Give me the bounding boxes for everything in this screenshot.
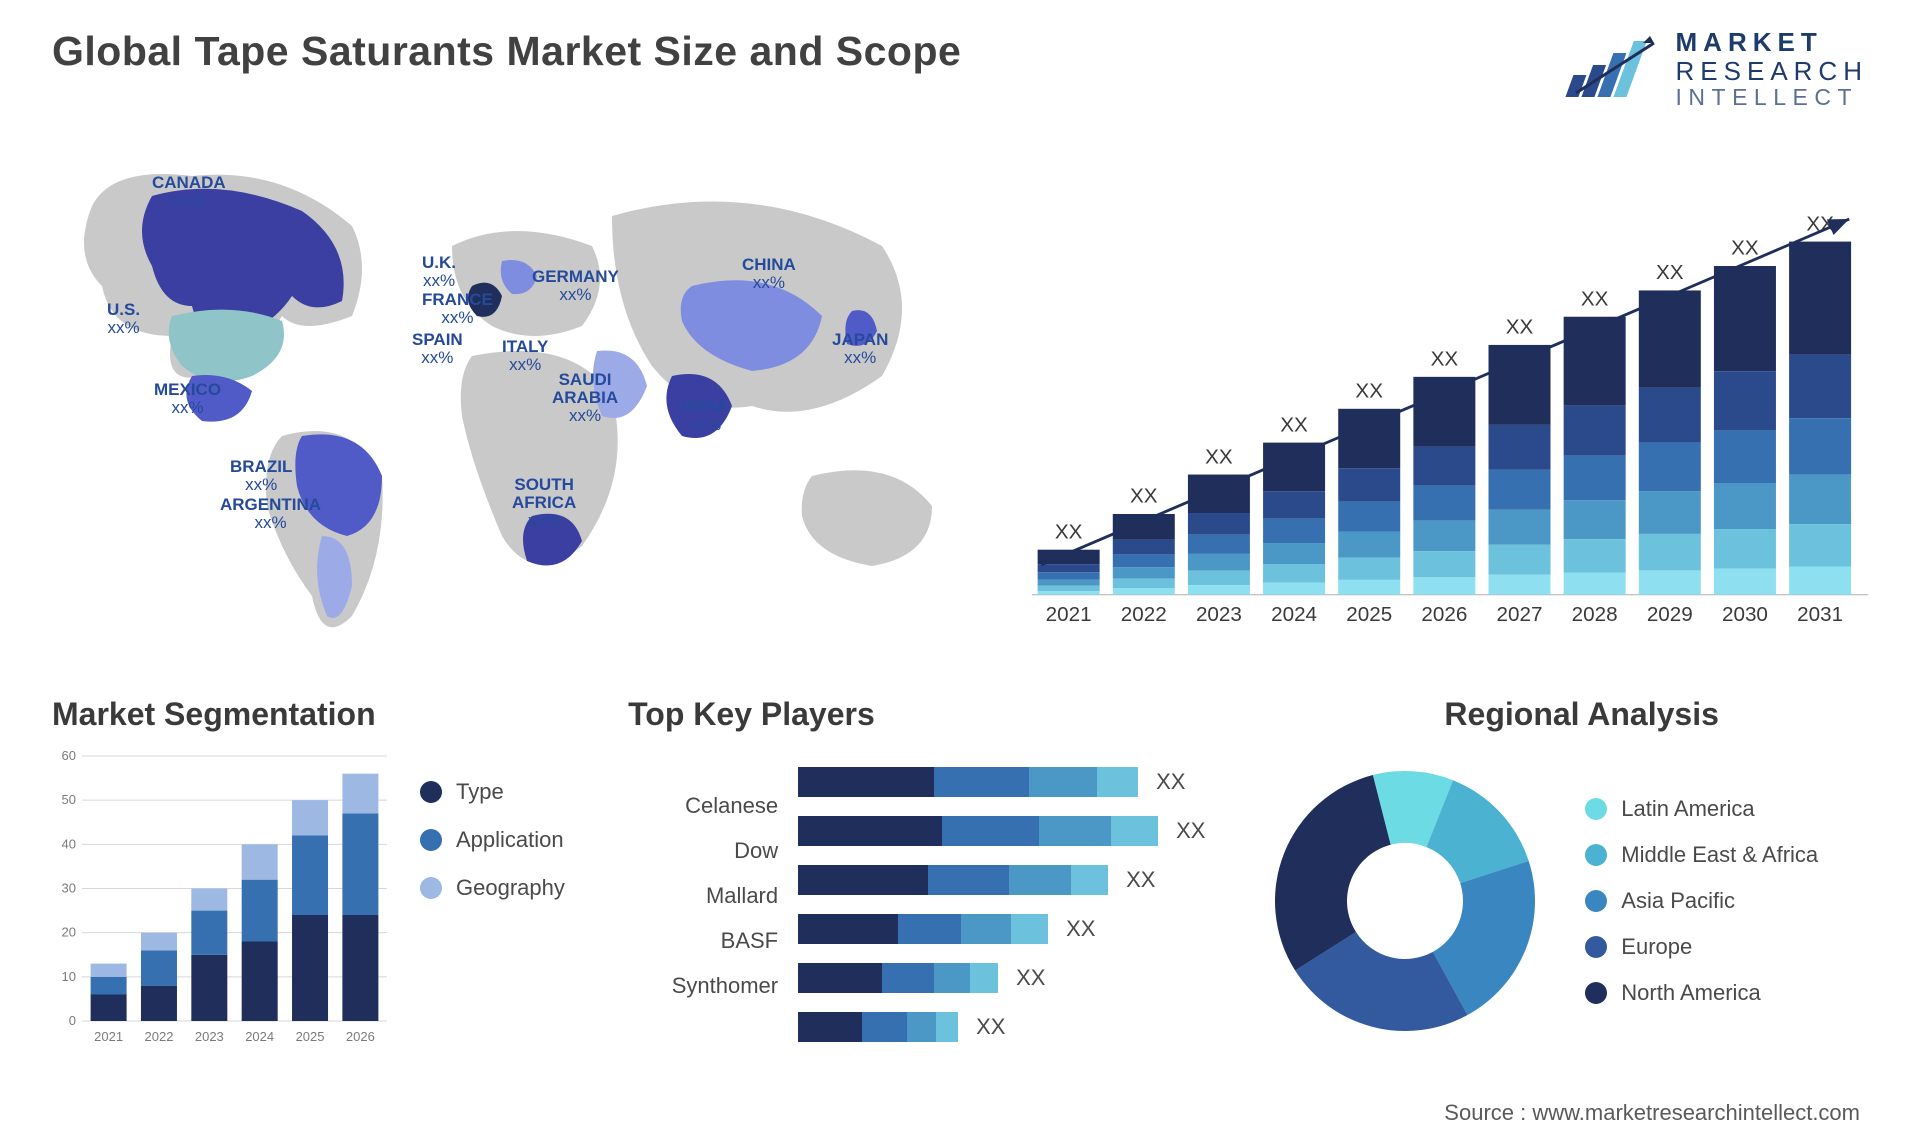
key-players-title: Top Key Players (628, 696, 1215, 733)
svg-text:2026: 2026 (346, 1029, 375, 1044)
map-label: SAUDIARABIAxx% (552, 371, 618, 425)
map-label: U.K.xx% (422, 254, 456, 290)
svg-text:2022: 2022 (1121, 603, 1167, 626)
player-label: BASF (628, 928, 778, 954)
svg-text:60: 60 (62, 751, 76, 763)
world-map: CANADAxx% U.S.xx% MEXICOxx% BRAZILxx%ARGENT… (52, 136, 982, 666)
map-label: ARGENTINAxx% (220, 496, 321, 532)
segmentation-chart: 0 10 20 30 40 50 60 2021 2022 2023 2024 2025 2026 (52, 751, 392, 1051)
legend-item: Latin America (1585, 796, 1818, 822)
map-label: GERMANYxx% (532, 268, 619, 304)
svg-text:XX: XX (1205, 445, 1233, 468)
svg-text:XX: XX (1355, 380, 1383, 403)
map-label: U.S.xx% (107, 301, 140, 337)
player-bar-row: XX (798, 1012, 1215, 1042)
player-bar-row: XX (798, 816, 1215, 846)
regional-title: Regional Analysis (1295, 696, 1868, 733)
svg-text:XX: XX (1581, 287, 1609, 310)
svg-text:10: 10 (62, 969, 76, 984)
map-label: CHINAxx% (742, 256, 796, 292)
legend-item: North America (1585, 980, 1818, 1006)
svg-text:40: 40 (62, 836, 76, 851)
map-label: FRANCExx% (422, 291, 493, 327)
svg-text:30: 30 (62, 881, 76, 896)
map-label: SOUTHAFRICAxx% (512, 476, 576, 530)
map-label: MEXICOxx% (154, 381, 221, 417)
map-label: CANADAxx% (152, 174, 226, 210)
segmentation-title: Market Segmentation (52, 696, 588, 733)
svg-text:XX: XX (1656, 261, 1684, 284)
legend-item: Geography (420, 875, 565, 901)
logo-line3: INTELLECT (1676, 85, 1868, 110)
regional-section: Regional Analysis Latin America Middle Ea… (1255, 696, 1868, 1076)
svg-text:2024: 2024 (1271, 603, 1317, 626)
svg-text:2021: 2021 (94, 1029, 123, 1044)
map-label: INDIAxx% (682, 398, 728, 434)
segmentation-legend: Type Application Geography (420, 751, 565, 1051)
svg-text:2022: 2022 (145, 1029, 174, 1044)
player-label: Celanese (628, 793, 778, 819)
svg-text:2027: 2027 (1497, 603, 1543, 626)
svg-text:2024: 2024 (245, 1029, 274, 1044)
map-label: SPAINxx% (412, 331, 463, 367)
svg-text:50: 50 (62, 792, 76, 807)
player-label: Synthomer (628, 973, 778, 999)
map-label: JAPANxx% (832, 331, 888, 367)
map-label: BRAZILxx% (230, 458, 292, 494)
source-attribution: Source : www.marketresearchintellect.com (1444, 1100, 1860, 1126)
svg-text:2025: 2025 (1346, 603, 1392, 626)
player-bar-row: XX (798, 914, 1215, 944)
svg-text:2026: 2026 (1421, 603, 1467, 626)
regional-legend: Latin America Middle East & Africa Asia Pa… (1585, 796, 1818, 1006)
svg-text:XX: XX (1055, 520, 1083, 543)
key-players-bars: XX XX XX XX XX XX (798, 751, 1215, 1042)
key-players-labels: Celanese Dow Mallard BASF Synthomer (628, 751, 778, 1042)
brand-logo: MARKET RESEARCH INTELLECT (1562, 28, 1868, 110)
svg-text:2028: 2028 (1572, 603, 1618, 626)
key-players-section: Top Key Players Celanese Dow Mallard BASF Sy… (628, 696, 1215, 1076)
svg-text:0: 0 (69, 1013, 76, 1028)
svg-text:2030: 2030 (1722, 603, 1768, 626)
logo-line1: MARKET (1676, 28, 1868, 57)
regional-donut (1255, 751, 1555, 1051)
svg-text:2021: 2021 (1046, 603, 1092, 626)
logo-line2: RESEARCH (1676, 57, 1868, 86)
svg-text:2029: 2029 (1647, 603, 1693, 626)
legend-item: Asia Pacific (1585, 888, 1818, 914)
bars-icon (1562, 35, 1662, 103)
svg-text:XX: XX (1731, 237, 1759, 260)
player-bar-row: XX (798, 963, 1215, 993)
growth-chart: XX 2021 XX 2022 XX 2023 XX 2024 XX 2025 XX 2026 XX 20… (1032, 136, 1868, 666)
growth-chart-svg: XX 2021 XX 2022 XX 2023 XX 2024 XX 2025 XX 2026 XX 20… (1032, 176, 1868, 666)
player-bar-row: XX (798, 865, 1215, 895)
svg-text:2023: 2023 (1196, 603, 1242, 626)
segmentation-section: Market Segmentation 0 10 20 30 40 50 60 2021 202… (52, 696, 588, 1076)
legend-item: Application (420, 827, 565, 853)
player-label: Mallard (628, 883, 778, 909)
svg-text:2031: 2031 (1797, 603, 1843, 626)
legend-item: Europe (1585, 934, 1818, 960)
svg-text:XX: XX (1130, 485, 1158, 508)
legend-item: Middle East & Africa (1585, 842, 1818, 868)
page-title: Global Tape Saturants Market Size and Sc… (52, 28, 961, 75)
svg-text:2025: 2025 (296, 1029, 325, 1044)
svg-text:XX: XX (1506, 316, 1534, 339)
svg-text:XX: XX (1431, 348, 1459, 371)
player-bar-row: XX (798, 767, 1215, 797)
map-label: ITALYxx% (502, 338, 548, 374)
player-label: Dow (628, 838, 778, 864)
legend-item: Type (420, 779, 565, 805)
svg-text:2023: 2023 (195, 1029, 224, 1044)
svg-text:20: 20 (62, 925, 76, 940)
svg-text:XX: XX (1280, 413, 1308, 436)
